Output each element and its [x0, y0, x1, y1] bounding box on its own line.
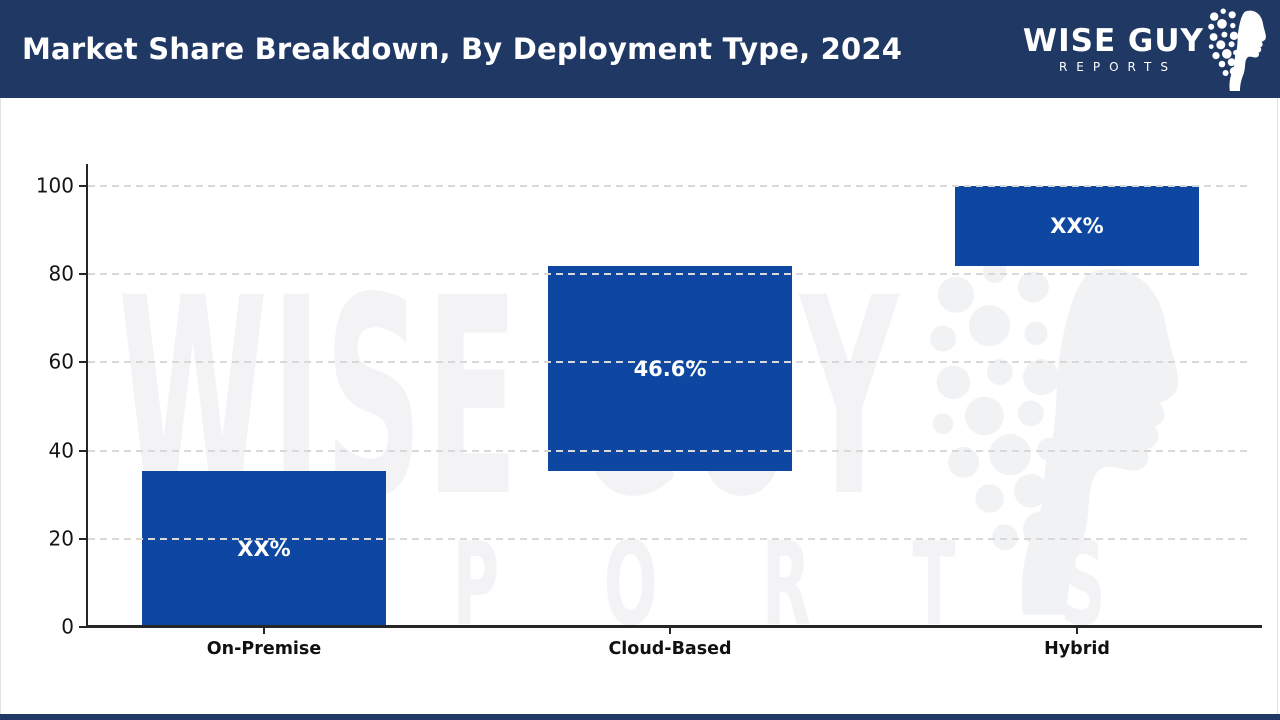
y-tick-60 [79, 361, 86, 364]
header: Market Share Breakdown, By Deployment Ty… [0, 0, 1280, 98]
gridline-100 [88, 185, 1252, 187]
logo-wordmark: WISE GUY REPORTS [1023, 24, 1204, 73]
gridline-20 [88, 537, 1252, 540]
x-category-label-cloud-based: Cloud-Based [608, 639, 732, 659]
bar-hybrid [955, 186, 1199, 266]
y-tick-label-0: 0 [61, 614, 74, 639]
footer-bar [0, 714, 1280, 720]
y-tick-100 [79, 185, 86, 187]
y-tick-40 [79, 449, 86, 452]
bar-value-label-cloud-based: 46.6% [633, 356, 707, 381]
gridline-80 [88, 273, 1252, 276]
x-tick-hybrid [1076, 628, 1078, 634]
bar-cloud-based [548, 265, 792, 472]
logo-wordmark-line1: WISE GUY [1022, 23, 1204, 60]
logo-face-icon [1208, 8, 1266, 91]
x-axis-line [86, 625, 1262, 628]
y-tick-label-40: 40 [48, 438, 74, 463]
bar-value-label-hybrid: XX% [1050, 213, 1104, 238]
y-tick-label-100: 100 [35, 173, 74, 198]
y-tick-0 [79, 626, 86, 628]
y-tick-80 [79, 273, 86, 276]
x-category-label-on-premise: On-Premise [206, 639, 322, 659]
gridline-40 [88, 449, 1252, 452]
wise-guy-logo: WISE GUY REPORTS [1023, 6, 1268, 92]
bar-on-premise [142, 471, 386, 627]
x-tick-cloud-based [669, 628, 671, 634]
y-axis-line [86, 164, 88, 628]
x-category-label-hybrid: Hybrid [1044, 639, 1110, 659]
gridline-60 [88, 361, 1252, 364]
y-tick-label-20: 20 [48, 526, 74, 551]
bar-value-label-on-premise: XX% [237, 537, 291, 562]
y-tick-label-80: 80 [48, 261, 74, 286]
y-tick-20 [79, 537, 86, 540]
y-tick-label-60: 60 [48, 349, 74, 374]
page-title: Market Share Breakdown, By Deployment Ty… [22, 32, 903, 66]
x-tick-on-premise [263, 628, 265, 634]
logo-wordmark-line2: REPORTS [1058, 59, 1177, 74]
